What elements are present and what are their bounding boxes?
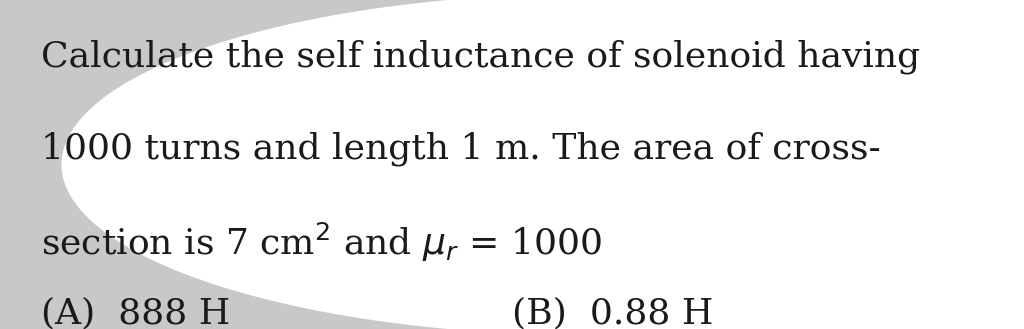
Text: 1000 turns and length 1 m. The area of cross-: 1000 turns and length 1 m. The area of c… — [41, 132, 881, 166]
Text: Calculate the self inductance of solenoid having: Calculate the self inductance of solenoi… — [41, 39, 921, 74]
Text: (B)  0.88 H: (B) 0.88 H — [512, 296, 714, 329]
PathPatch shape — [0, 0, 594, 329]
Text: section is 7 cm$^{2}$ and $\mu_{r}$ = 1000: section is 7 cm$^{2}$ and $\mu_{r}$ = 10… — [41, 220, 602, 264]
Text: (A)  888 H: (A) 888 H — [41, 296, 230, 329]
